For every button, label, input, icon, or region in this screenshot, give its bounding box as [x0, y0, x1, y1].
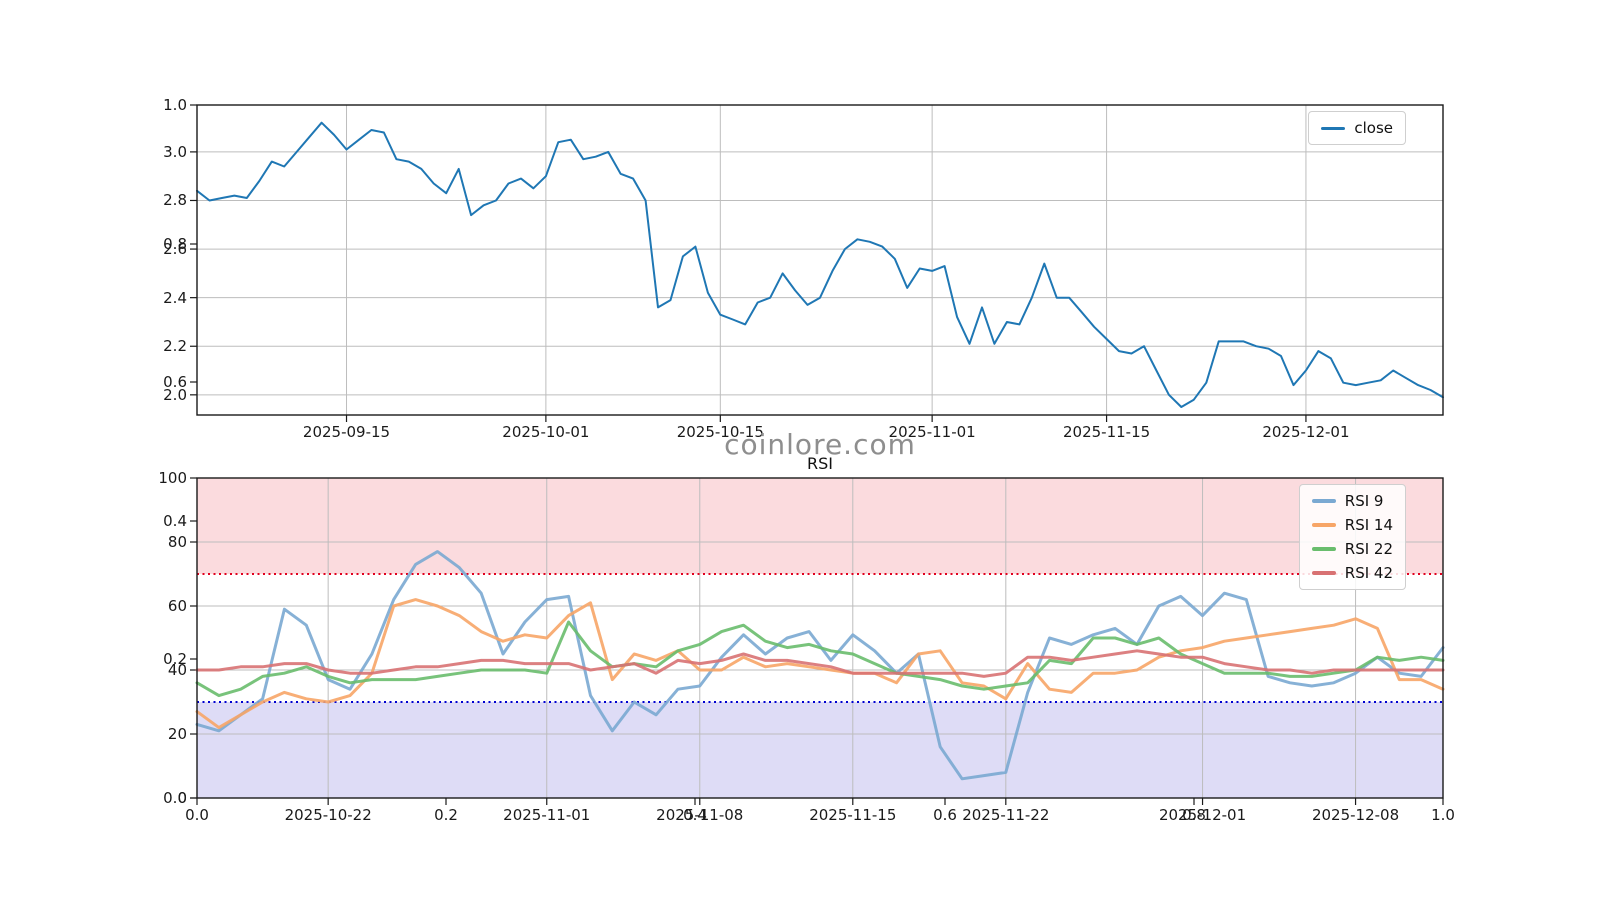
- price-ytick-label: 2.6: [163, 240, 187, 259]
- legend-line-sample: [1311, 523, 1336, 527]
- legend-line-sample: [1311, 499, 1336, 503]
- price-xtick-label: 2025-12-01: [1262, 423, 1350, 441]
- legend-item-rsi-42: RSI 42: [1308, 561, 1397, 585]
- overlay-ytick-label: 0.2: [163, 650, 187, 668]
- price-ytick-label: 2.0: [163, 385, 187, 404]
- rsi-ytick-label: 0: [177, 789, 187, 807]
- legend-label: RSI 22: [1344, 540, 1393, 558]
- overlay-xtick-label: 0.2: [434, 806, 458, 824]
- overlay-xtick-label: 0.8: [1182, 806, 1206, 824]
- price-xtick-label: 2025-11-01: [888, 423, 976, 441]
- legend-item-rsi-22: RSI 22: [1308, 537, 1397, 561]
- legend-item-rsi-9: RSI 9: [1308, 489, 1397, 513]
- series-RSI 42: [195, 649, 1445, 678]
- overlay-ytick-label: 0.6: [163, 373, 187, 391]
- series-RSI 14: [195, 598, 1445, 730]
- rsi-xtick-label: 2025-10-22: [284, 806, 372, 824]
- rsi-ytick-label: 80: [167, 533, 187, 551]
- watermark: coinlore.com: [724, 428, 916, 461]
- price-ytick-label: 2.2: [163, 337, 187, 356]
- rsi-ytick-label: 60: [167, 597, 187, 615]
- rsi-ytick-label: 40: [167, 661, 187, 679]
- rsi-plot-border: [196, 477, 1444, 799]
- price-xtick-label: 2025-11-15: [1062, 423, 1151, 441]
- series-RSI 9: [195, 550, 1445, 781]
- overlay-xtick-label: 0.0: [185, 806, 209, 824]
- overlay-ytick-label: 0.4: [163, 512, 187, 530]
- price-ytick-label: 2.4: [163, 288, 187, 307]
- legend-line-sample: [1311, 547, 1336, 551]
- legend-label: RSI 9: [1344, 492, 1384, 510]
- legend-item-close: close: [1317, 116, 1397, 140]
- rsi-xtick-label: 2025-12-08: [1311, 806, 1400, 824]
- price-xtick-label: 2025-10-15: [676, 423, 764, 441]
- legend-line-sample: [1321, 126, 1346, 130]
- rsi-xtick-label: 2025-11-01: [503, 806, 591, 824]
- rsi-xtick-label: 2025-11-22: [962, 806, 1050, 824]
- series-close: [196, 121, 1444, 408]
- overlay-xtick-label: 0.4: [683, 806, 707, 824]
- legend-label: RSI 14: [1344, 516, 1393, 534]
- overlay-ytick-label: 0.8: [163, 235, 187, 253]
- price-plot-border: [196, 104, 1444, 416]
- price-ytick-label: 2.8: [163, 191, 187, 210]
- overlay-ytick-label: 1.0: [163, 96, 187, 114]
- series-RSI 22: [195, 620, 1445, 698]
- price-xtick-label: 2025-09-15: [302, 423, 391, 441]
- rsi-legend: RSI 9 RSI 14 RSI 22 RSI 42: [1298, 484, 1406, 590]
- overlay-ytick-label: 0.0: [163, 789, 187, 807]
- overbought-band: [197, 478, 1443, 574]
- rsi-ytick-label: 20: [167, 725, 187, 743]
- rsi-xtick-label: 2025-11-08: [656, 806, 744, 824]
- price-legend: close: [1308, 111, 1406, 145]
- price-xtick-label: 2025-10-01: [502, 423, 590, 441]
- overlay-xtick-label: 1.0: [1431, 806, 1455, 824]
- legend-label: RSI 42: [1344, 564, 1393, 582]
- price-ytick-label: 3.0: [163, 142, 187, 161]
- legend-item-rsi-14: RSI 14: [1308, 513, 1397, 537]
- oversold-band: [197, 702, 1443, 798]
- rsi-ytick-label: 100: [158, 469, 187, 487]
- legend-label: close: [1354, 119, 1393, 137]
- rsi-xtick-label: 2025-12-01: [1158, 806, 1247, 824]
- rsi-xtick-label: 2025-11-15: [809, 806, 897, 824]
- overlay-xtick-label: 0.6: [933, 806, 957, 824]
- rsi-title: RSI: [807, 454, 833, 473]
- legend-line-sample: [1311, 571, 1336, 575]
